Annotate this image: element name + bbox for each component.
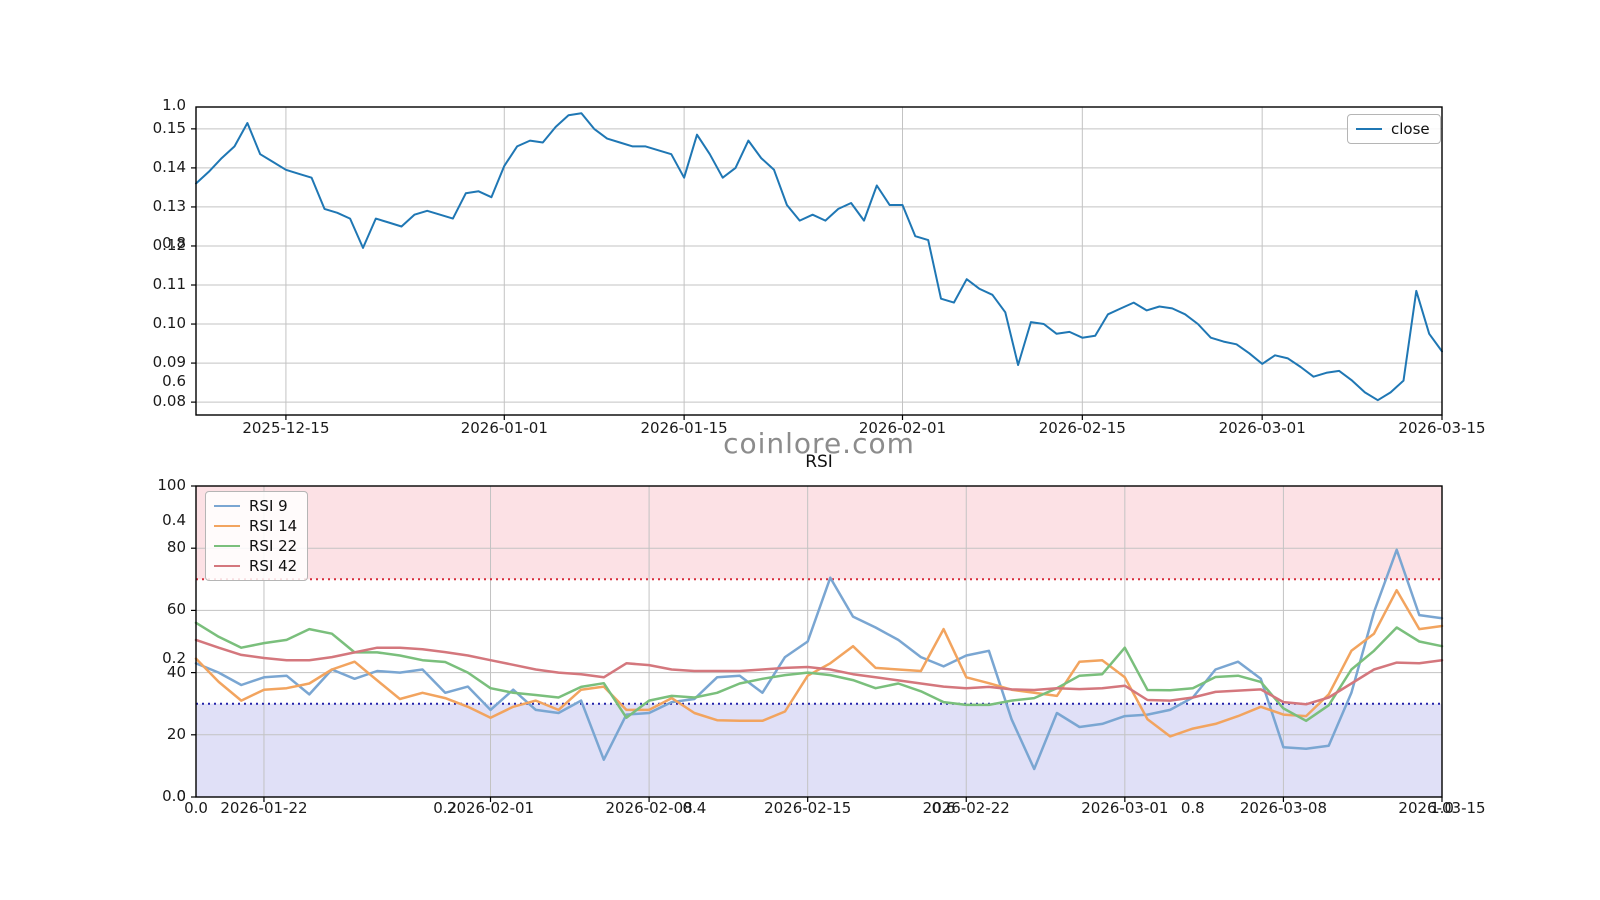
legend-line-swatch: [214, 565, 240, 567]
price-chart-panel: [191, 106, 1443, 420]
ghost-y-tick-label: 0.2: [162, 648, 186, 667]
x-tick-label: 2026-03-01: [1081, 799, 1169, 817]
y-tick-label: 80: [166, 538, 186, 557]
ghost-y-tick-label: 0.6: [162, 372, 186, 391]
y-tick-label: 0.11: [152, 275, 186, 293]
x-tick-label: 2026-02-01: [858, 419, 947, 437]
y-tick-label: 40: [166, 662, 186, 681]
watermark: coinlore.com: [723, 427, 915, 460]
ghost-x-tick-label: 0.0: [184, 799, 208, 817]
y-tick-label: 20: [166, 724, 186, 743]
x-tick-label: 2026-03-15: [1398, 419, 1486, 437]
x-tick-label: 2026-03-01: [1218, 419, 1306, 437]
legend-label: RSI 22: [249, 537, 298, 555]
legend-label: RSI 42: [249, 557, 298, 575]
x-tick-label: 2026-03-15: [1398, 799, 1486, 817]
axes-spine: [195, 106, 1443, 416]
legend-entry: RSI 9: [214, 496, 297, 516]
x-tick-label: 2026-02-01: [446, 799, 535, 817]
x-tick-label: 2025-12-15: [242, 419, 330, 437]
y-tick-label: 100: [157, 476, 186, 494]
ghost-x-tick-label: 1.0: [1430, 799, 1454, 817]
x-tick-label: 2026-02-22: [922, 799, 1010, 817]
legend-line-swatch: [214, 525, 240, 527]
x-tick-label: 2026-03-08: [1239, 799, 1327, 817]
axes-spine: [195, 485, 1443, 798]
x-tick-label: 2026-01-15: [640, 419, 728, 437]
x-tick-label: 2026-02-15: [764, 799, 852, 817]
ghost-x-tick-label: 0.4: [682, 799, 707, 817]
ghost-y-tick-label: 1.0: [162, 96, 186, 114]
legend-label: close: [1391, 120, 1430, 138]
y-tick-label: 0: [176, 787, 186, 805]
y-tick-label: 0.15: [152, 118, 186, 137]
panel-rsi-svg: [191, 485, 1444, 802]
y-tick-label: 60: [166, 600, 186, 619]
y-tick-label: 0.12: [152, 235, 186, 254]
rsi-chart-panel: [191, 485, 1444, 802]
legend-label: RSI 9: [249, 497, 288, 515]
rsi42-line: [194, 638, 1444, 706]
y-tick-label: 0.10: [152, 314, 186, 333]
y-tick-label: 0.13: [152, 196, 186, 215]
legend-entry: RSI 42: [214, 556, 297, 576]
rsi22-line: [194, 621, 1444, 723]
legend-entry: RSI 14: [214, 516, 297, 536]
legend-entry: RSI 22: [214, 536, 297, 556]
price-legend: close: [1347, 114, 1441, 144]
x-tick-label: 2026-02-08: [605, 799, 693, 817]
ghost-y-tick-label: 0.0: [162, 787, 186, 805]
panel-price-svg: [191, 106, 1443, 420]
ghost-x-tick-label: 0.8: [1180, 799, 1205, 817]
close-line: [195, 112, 1443, 402]
legend-line-swatch: [214, 505, 240, 507]
legend-line-swatch: [214, 545, 240, 547]
x-tick-label: 2026-02-15: [1038, 419, 1126, 437]
y-tick-label: 0.09: [152, 353, 186, 372]
overbought-band: [196, 486, 1442, 580]
y-tick-label: 0.14: [152, 157, 186, 176]
oversold-band: [196, 703, 1442, 797]
ghost-x-tick-label: 0.2: [433, 799, 458, 817]
rsi-legend: RSI 9 RSI 14 RSI 22 RSI 42: [205, 491, 309, 581]
ghost-x-tick-label: 0.6: [931, 799, 956, 817]
ghost-y-tick-label: 0.4: [162, 510, 186, 529]
x-tick-label: 2026-01-01: [460, 419, 548, 437]
legend-entry: close: [1356, 119, 1430, 139]
ghost-y-tick-label: 0.8: [162, 234, 186, 253]
y-tick-label: 0.08: [152, 392, 186, 411]
legend-label: RSI 14: [249, 517, 298, 535]
x-tick-label: 2026-01-22: [220, 799, 308, 817]
rsi-chart-title: RSI: [805, 452, 833, 472]
rsi9-line: [194, 548, 1444, 771]
legend-line-swatch: [1356, 128, 1382, 130]
